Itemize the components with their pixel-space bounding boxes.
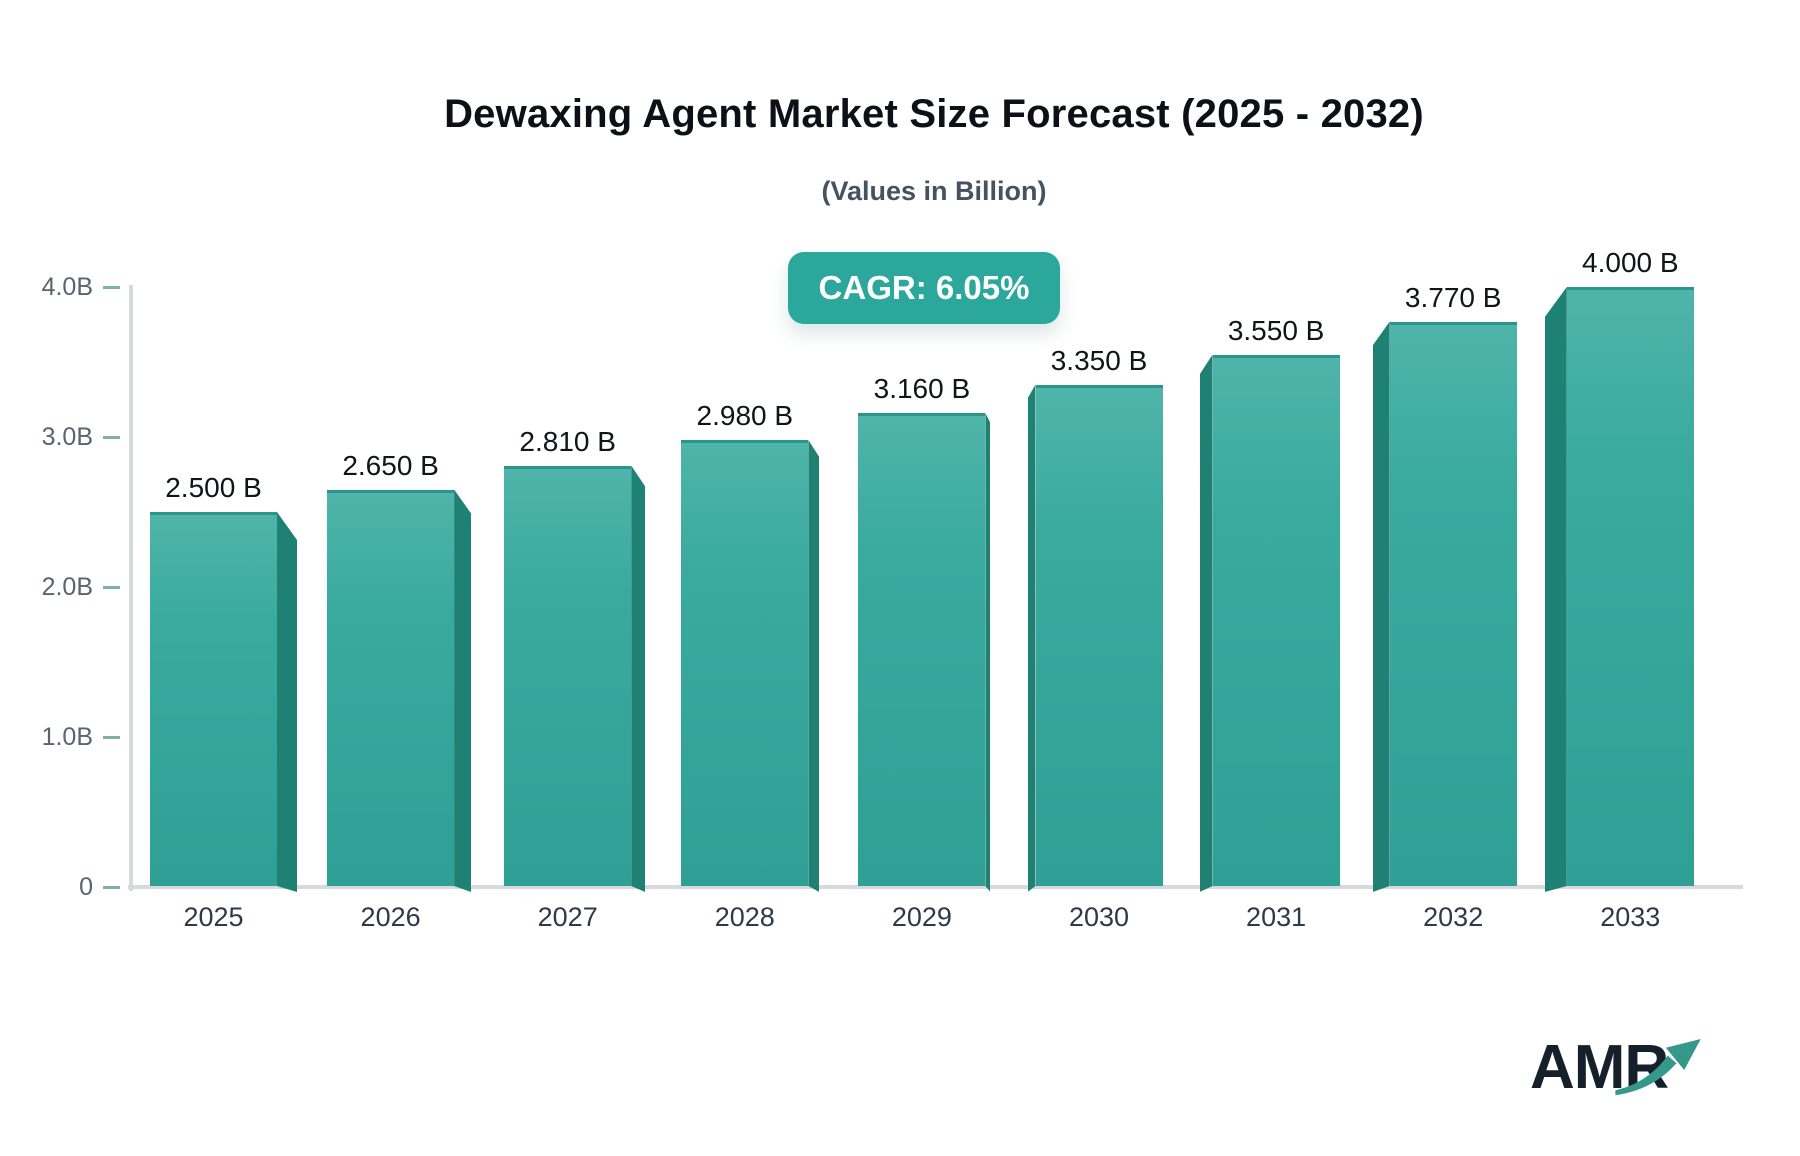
- bar-side-face: [1372, 321, 1390, 892]
- bar-value-label: 2.650 B: [342, 449, 439, 481]
- bar-group-2025: 2.500 B: [150, 472, 297, 924]
- x-tick-label: 2028: [714, 902, 775, 932]
- bar-front-face: [150, 512, 277, 886]
- bar-front-face: [1212, 354, 1340, 886]
- x-tick-label: 2030: [1068, 902, 1130, 932]
- bar-side-face: [631, 465, 646, 892]
- x-axis-line: [128, 885, 1743, 889]
- bar-value-label: 4.000 B: [1582, 247, 1679, 278]
- y-tick-dash: [103, 886, 120, 889]
- y-tick-dash: [103, 436, 120, 439]
- y-tick-label: 0: [79, 873, 93, 901]
- y-tick-label: 4.0B: [41, 273, 93, 301]
- bar-group-2029: 3.160 B: [858, 373, 991, 906]
- x-tick-label: 2031: [1246, 902, 1307, 932]
- cagr-badge: CAGR: 6.05%: [788, 252, 1060, 324]
- y-tick-label: 2.0B: [41, 573, 93, 601]
- bar-value-label: 3.350 B: [1050, 344, 1148, 376]
- y-tick-label: 3.0B: [41, 423, 93, 451]
- bar-front-face: [681, 440, 809, 886]
- logo-text: AMR: [1530, 1033, 1669, 1102]
- y-tick-dash: [103, 736, 120, 739]
- bar-side-face: [1544, 287, 1567, 892]
- x-tick-label: 2032: [1423, 902, 1484, 932]
- x-tick-label: 2026: [360, 902, 421, 932]
- bar-side-face: [277, 512, 297, 892]
- y-axis-line: [129, 285, 133, 891]
- bar-group-2032: 3.770 B: [1372, 282, 1517, 921]
- chart-title: Dewaxing Agent Market Size Forecast (202…: [444, 92, 1424, 136]
- bar-value-label: 3.550 B: [1227, 314, 1325, 346]
- bar-value-label: 2.980 B: [696, 400, 794, 431]
- bar-group-2030: 3.350 B: [1027, 345, 1163, 911]
- growth-arrow-icon: [1615, 1039, 1701, 1096]
- x-tick-label: 2025: [183, 902, 244, 932]
- bar-front-face: [1035, 384, 1163, 886]
- bar-front-face: [1389, 321, 1517, 886]
- x-tick-label: 2029: [891, 902, 952, 932]
- bar-group-2026: 2.650 B: [327, 450, 472, 921]
- bar-front-face: [504, 465, 632, 886]
- bar-side-face: [808, 440, 820, 892]
- bar-group-2028: 2.980 B: [681, 400, 820, 913]
- bar-value-label: 3.770 B: [1404, 281, 1502, 313]
- bar-side-face: [985, 413, 991, 892]
- bar-side-face: [1199, 354, 1213, 892]
- x-tick-label: 2027: [537, 902, 598, 932]
- chart-subtitle: (Values in Billion): [821, 176, 1047, 206]
- y-tick-label: 1.0B: [41, 723, 93, 751]
- bar-value-label: 2.810 B: [519, 425, 616, 457]
- bar-value-label: 3.160 B: [873, 373, 971, 404]
- bar-front-face: [1566, 287, 1694, 886]
- bar-front-face: [327, 489, 455, 886]
- y-tick-dash: [103, 586, 120, 589]
- y-tick-dash: [103, 286, 120, 289]
- amr-logo: AMR: [1530, 1035, 1780, 1115]
- bar-side-face: [454, 489, 472, 892]
- bar-front-face: [858, 413, 986, 886]
- bar-side-face: [1027, 384, 1036, 892]
- bar-group-2031: 3.550 B: [1199, 315, 1340, 917]
- bar-group-2027: 2.810 B: [504, 426, 646, 918]
- bar-group-2033: 4.000 B: [1544, 247, 1694, 926]
- x-tick-label: 2033: [1600, 902, 1661, 932]
- bar-value-label: 2.500 B: [165, 472, 262, 503]
